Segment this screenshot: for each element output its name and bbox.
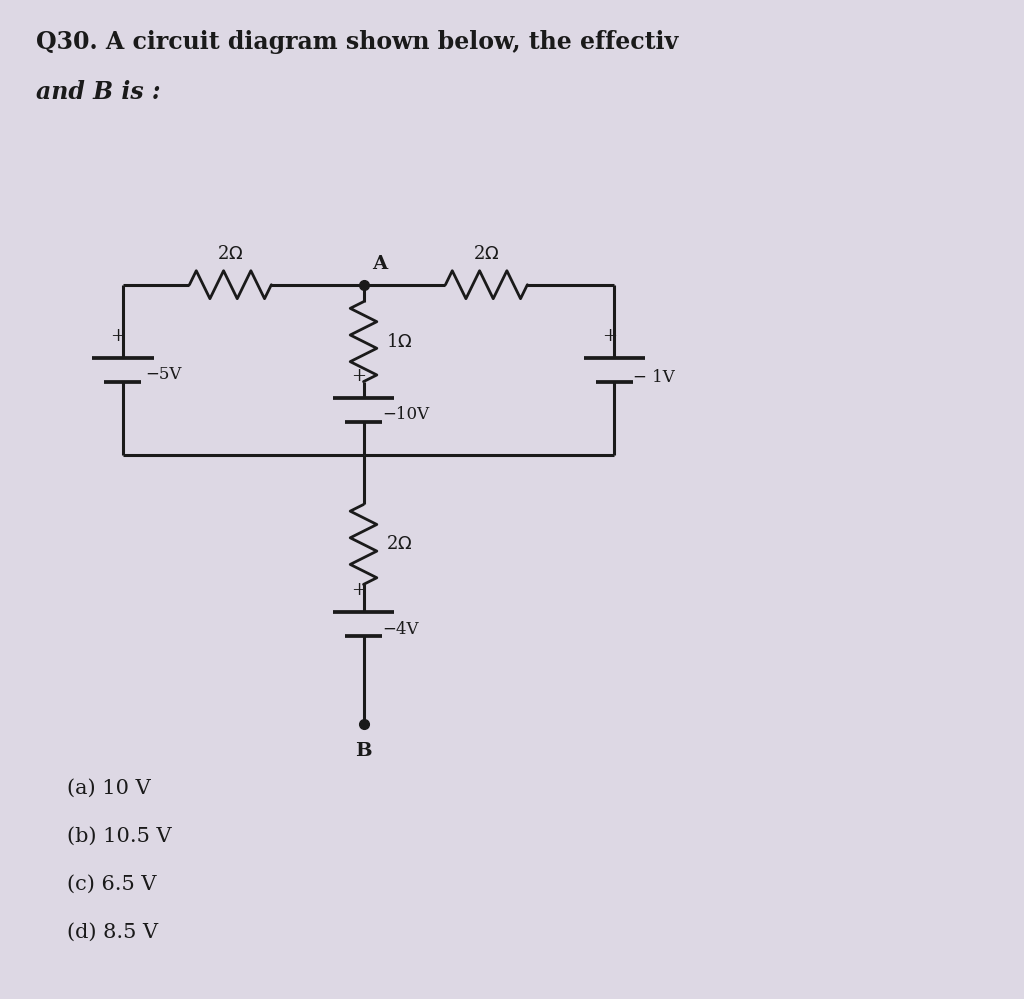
Text: − 1V: − 1V bbox=[633, 369, 675, 387]
Text: +: + bbox=[351, 581, 366, 599]
Text: (c) 6.5 V: (c) 6.5 V bbox=[67, 875, 156, 894]
Text: 1$\Omega$: 1$\Omega$ bbox=[386, 333, 413, 351]
Text: −10V: −10V bbox=[382, 406, 429, 424]
Text: (b) 10.5 V: (b) 10.5 V bbox=[67, 827, 171, 846]
Text: B: B bbox=[355, 742, 372, 760]
Text: +: + bbox=[602, 327, 616, 345]
Text: (d) 8.5 V: (d) 8.5 V bbox=[67, 923, 158, 942]
Text: 2$\Omega$: 2$\Omega$ bbox=[386, 535, 413, 553]
Text: 2$\Omega$: 2$\Omega$ bbox=[473, 245, 500, 263]
Text: −4V: −4V bbox=[382, 620, 419, 638]
Text: +: + bbox=[111, 327, 125, 345]
Text: −5V: −5V bbox=[145, 366, 182, 384]
Text: +: + bbox=[351, 367, 366, 385]
Text: A: A bbox=[372, 255, 387, 273]
Text: 2$\Omega$: 2$\Omega$ bbox=[217, 245, 244, 263]
Text: Q30. A circuit diagram shown below, the effectiv: Q30. A circuit diagram shown below, the … bbox=[36, 30, 678, 54]
Text: (a) 10 V: (a) 10 V bbox=[67, 779, 151, 798]
Text: and B is :: and B is : bbox=[36, 80, 161, 104]
